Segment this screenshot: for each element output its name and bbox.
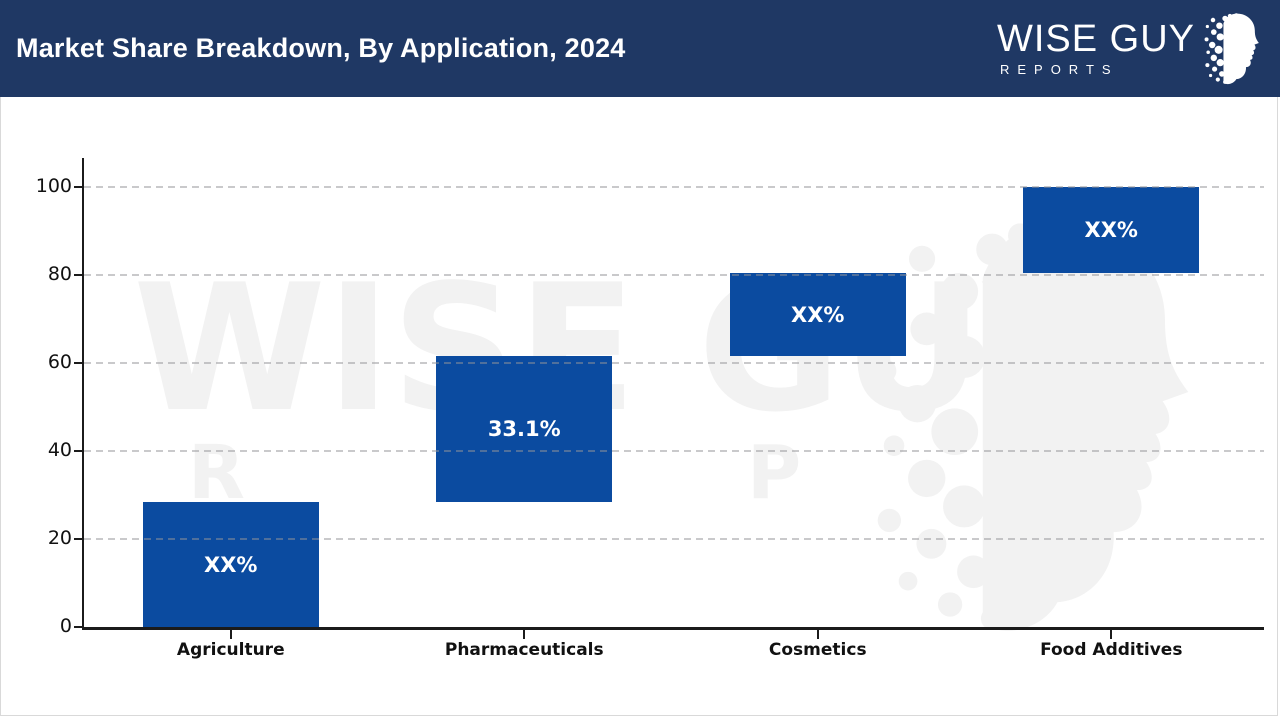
- bar: XX%: [142, 502, 319, 627]
- bar: XX%: [1023, 187, 1200, 274]
- y-axis-tick: [74, 274, 84, 276]
- y-axis-tick-label: 100: [35, 175, 72, 197]
- bar-value-label: XX%: [1084, 218, 1138, 243]
- y-axis-tick-label: 80: [47, 263, 72, 285]
- x-axis-tick: [523, 630, 526, 639]
- brand-logo-text: WISE GUY REPORTS: [997, 20, 1195, 77]
- y-axis-tick: [74, 186, 84, 188]
- y-axis-tick: [74, 626, 84, 628]
- x-axis-tick: [229, 630, 232, 639]
- bar: 33.1%: [436, 356, 613, 503]
- y-axis-line: [82, 158, 84, 630]
- gridline: [84, 274, 1264, 276]
- y-axis-tick-label: 60: [47, 351, 72, 373]
- bar-value-label: 33.1%: [487, 417, 561, 442]
- brand-logo: WISE GUY REPORTS: [997, 12, 1264, 86]
- y-axis-tick-label: 40: [47, 439, 72, 461]
- y-axis-tick: [74, 538, 84, 540]
- logo-subtext: REPORTS: [999, 62, 1119, 77]
- x-axis-tick: [1110, 630, 1113, 639]
- bar-value-label: XX%: [791, 302, 845, 327]
- page-title: Market Share Breakdown, By Application, …: [16, 33, 626, 63]
- logo-face-icon: [1204, 12, 1259, 84]
- y-axis-tick: [74, 450, 84, 452]
- y-axis-tick: [74, 362, 84, 364]
- bar-value-label: XX%: [204, 552, 258, 577]
- x-axis-category-label: Food Additives: [1040, 640, 1183, 660]
- bar: XX%: [729, 273, 906, 357]
- logo-wordmark: WISE GUY: [996, 18, 1195, 60]
- gridline: [84, 186, 1264, 188]
- y-axis-tick-label: 0: [59, 615, 72, 637]
- x-axis-line: [84, 627, 1264, 630]
- x-axis-tick: [816, 630, 819, 639]
- gridline: [84, 538, 1264, 540]
- x-axis-category-label: Agriculture: [176, 640, 285, 660]
- header: Market Share Breakdown, By Application, …: [0, 0, 1280, 97]
- gridline: [84, 450, 1264, 452]
- x-axis-category-label: Pharmaceuticals: [444, 640, 604, 660]
- x-axis-category-label: Cosmetics: [768, 640, 867, 660]
- gridline: [84, 362, 1264, 364]
- y-axis-tick-label: 20: [47, 527, 72, 549]
